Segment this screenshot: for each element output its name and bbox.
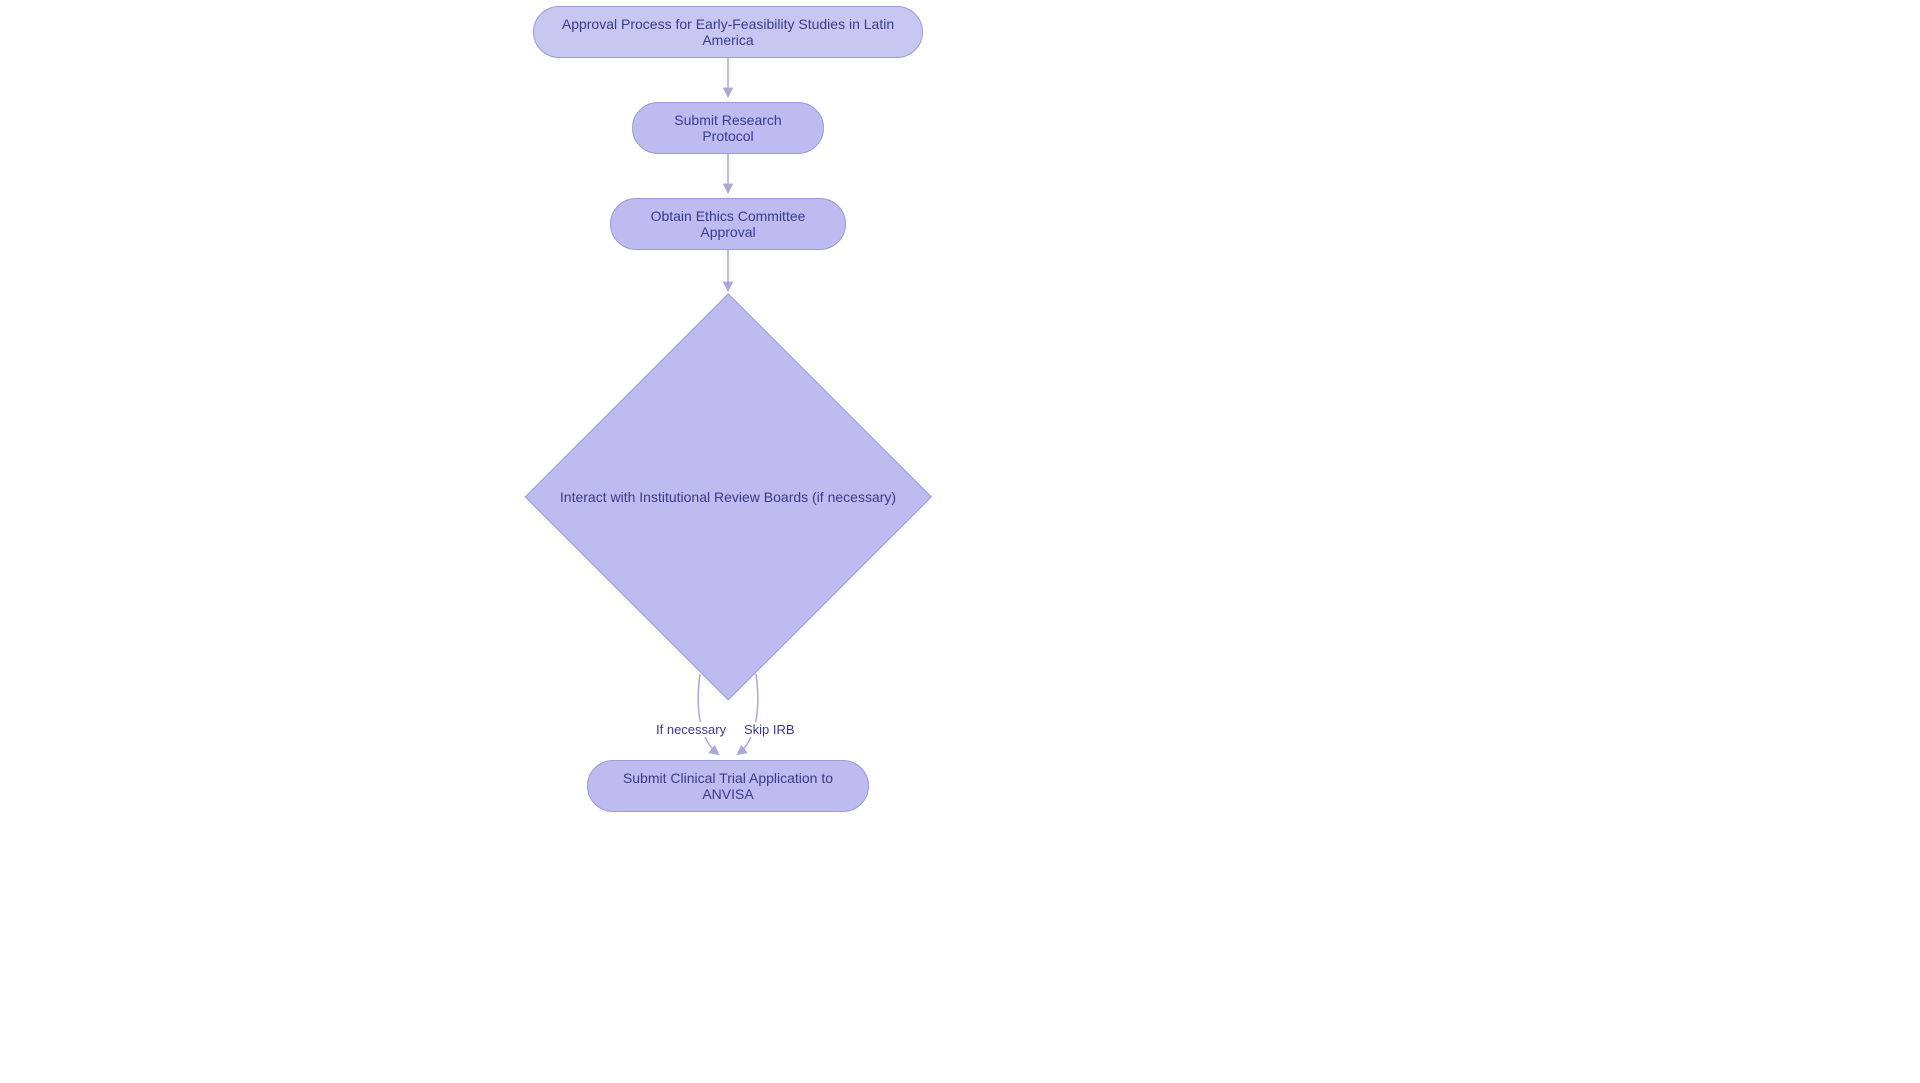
node-submit-protocol: Submit Research Protocol — [632, 102, 824, 154]
node-irb-decision: Interact with Institutional Review Board… — [524, 293, 932, 701]
node-submit-anvisa-label: Submit Clinical Trial Application to ANV… — [608, 770, 848, 802]
node-submit-anvisa: Submit Clinical Trial Application to ANV… — [587, 760, 869, 812]
edge-label-if-necessary: If necessary — [654, 722, 728, 737]
node-submit-protocol-label: Submit Research Protocol — [653, 112, 803, 144]
flowchart-canvas: Approval Process for Early-Feasibility S… — [0, 0, 1920, 1083]
edge-label-skip-irb: Skip IRB — [742, 722, 797, 737]
edges-layer — [0, 0, 1920, 1083]
node-title: Approval Process for Early-Feasibility S… — [533, 6, 923, 58]
node-ethics-approval-label: Obtain Ethics Committee Approval — [631, 208, 825, 240]
node-title-label: Approval Process for Early-Feasibility S… — [554, 16, 902, 48]
diamond-shape — [524, 293, 932, 701]
node-ethics-approval: Obtain Ethics Committee Approval — [610, 198, 846, 250]
